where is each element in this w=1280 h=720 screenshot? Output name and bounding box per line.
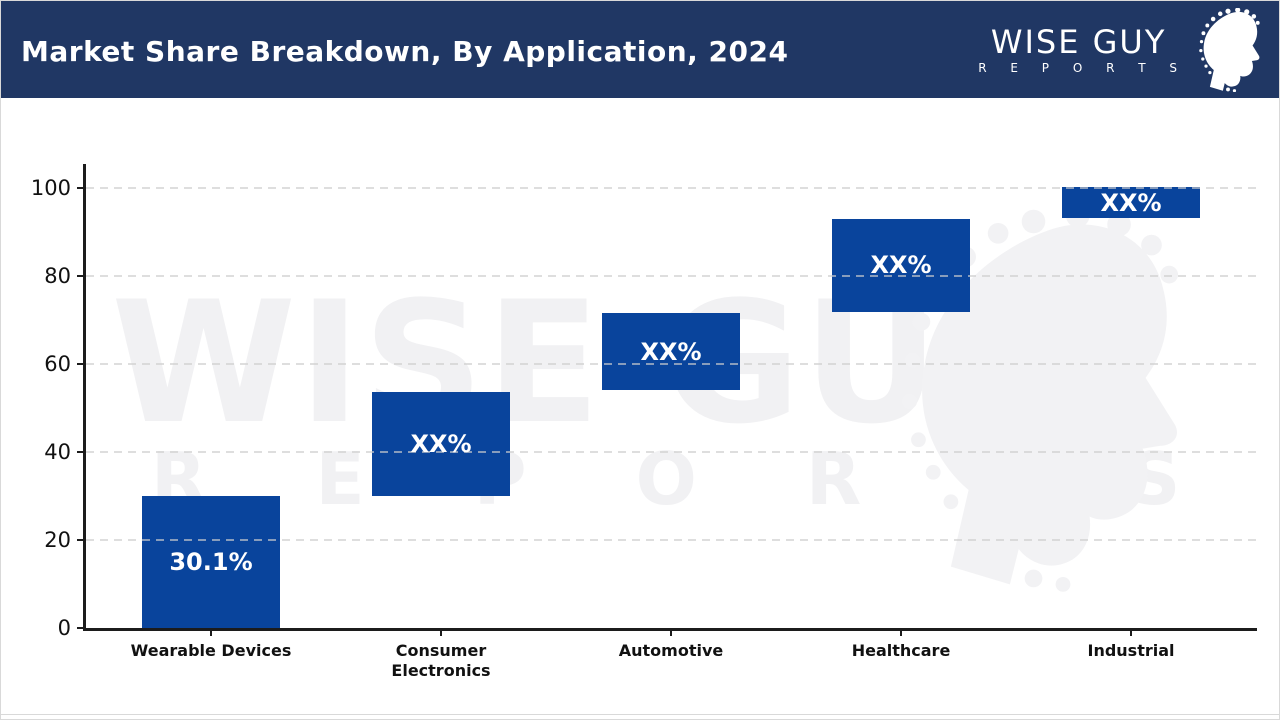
y-tick-mark [77,539,85,541]
x-tick-label: Healthcare [851,641,951,660]
bar-value-label: XX% [410,429,472,458]
y-tick-label: 0 [57,616,71,640]
brand-subtitle: R E P O R T S [978,61,1187,75]
brand-name: WISE GUY [990,23,1167,61]
y-tick-mark [77,187,85,189]
y-tick-mark [77,363,85,365]
y-tick-label: 20 [44,528,71,552]
bar-consumer-electronics [372,392,510,496]
bar-value-label: 30.1% [169,547,253,576]
y-tick-mark [77,627,85,629]
bar-value-label: XX% [640,337,702,366]
y-tick-label: 80 [44,264,71,288]
gridline-100 [86,187,1257,189]
x-tick-label: Wearable Devices [130,641,292,660]
x-tick-mark [900,628,902,636]
bar-value-label: XX% [870,251,932,280]
y-tick-label: 40 [44,440,71,464]
y-axis-line [83,164,86,631]
gridline-20 [86,539,1257,541]
x-tick-mark [1130,628,1132,636]
bottom-border-line [1,714,1279,715]
dotted-face-icon [1199,8,1260,92]
bar-value-label: XX% [1100,188,1162,217]
y-tick-mark [77,451,85,453]
x-tick-label: Consumer Electronics [391,641,491,680]
x-tick-mark [210,628,212,636]
brand-logo: WISE GUY R E P O R T S [970,7,1265,93]
x-tick-mark [670,628,672,636]
x-tick-label: Industrial [1087,641,1175,660]
header: Market Share Breakdown, By Application, … [1,1,1279,98]
y-tick-label: 60 [44,352,71,376]
y-tick-mark [77,275,85,277]
gridline-40 [86,451,1257,453]
x-tick-label: Automotive [618,641,724,660]
bar-automotive [602,312,740,391]
brand-logo-text: WISE GUY R E P O R T S [970,25,1187,75]
x-axis-line [83,628,1257,631]
page-title: Market Share Breakdown, By Application, … [21,35,789,68]
gridline-60 [86,363,1257,365]
gridline-80 [86,275,1257,277]
y-tick-label: 100 [30,176,71,200]
bar-wearable-devices [142,495,280,628]
x-tick-mark [440,628,442,636]
